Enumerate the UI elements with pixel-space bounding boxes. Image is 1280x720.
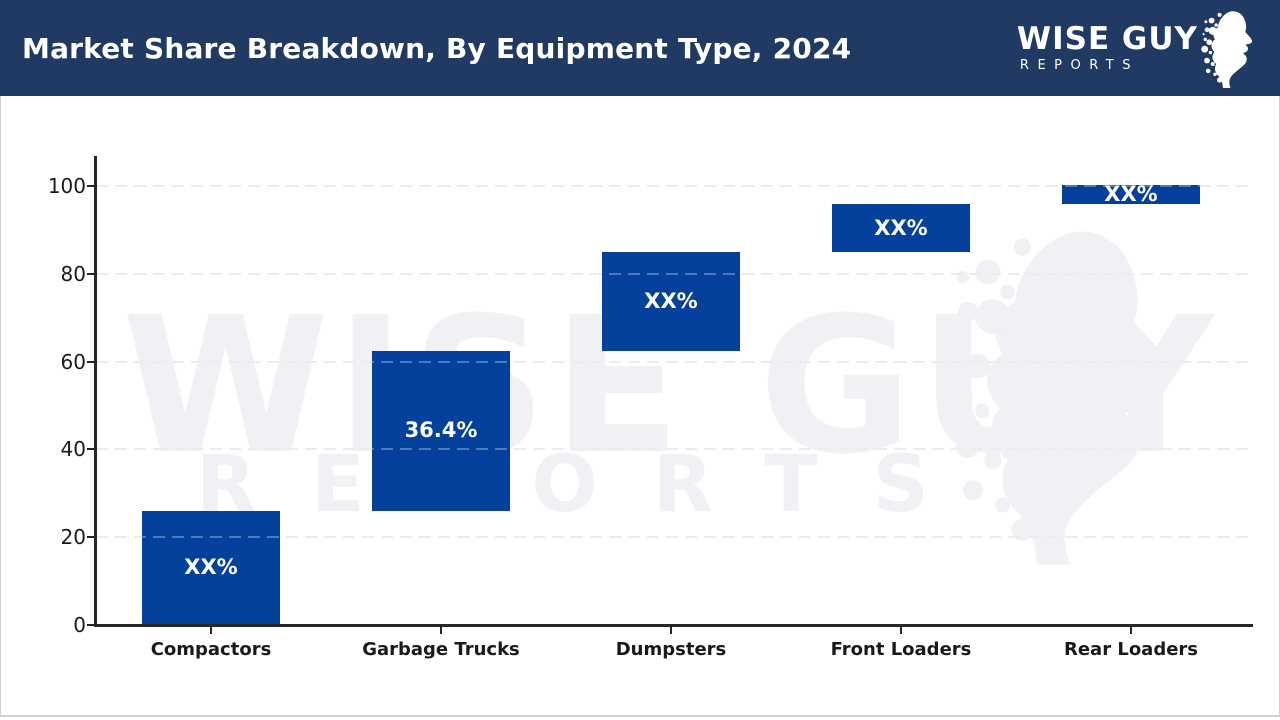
x-axis-category-label: Compactors <box>150 639 272 660</box>
x-axis-category-label: Garbage Trucks <box>362 639 520 660</box>
bar-value-label: XX% <box>1104 182 1158 207</box>
bar-front-loaders: XX% <box>832 204 970 252</box>
x-axis-tickmark <box>210 626 212 634</box>
x-axis-tickmark <box>900 626 902 634</box>
page-border-bottom <box>0 715 1280 717</box>
y-axis-tick-label: 60 <box>60 349 86 374</box>
bar-value-label: XX% <box>644 288 698 313</box>
gridline-overlay <box>96 360 1253 363</box>
gridline-overlay <box>96 448 1253 451</box>
bar-dumpsters: XX% <box>602 251 740 352</box>
bar-value-label: XX% <box>874 215 928 240</box>
logo-wiseguy-label: WISE GUY <box>1016 21 1198 57</box>
bar-garbage-trucks: 36.4% <box>372 351 510 511</box>
watermark-reports-text: REPORTS <box>196 440 984 530</box>
bar-rear-loaders: XX% <box>1062 182 1200 207</box>
gridline <box>96 536 1253 539</box>
y-axis-tickmark <box>87 272 96 275</box>
bar-compactors: XX% <box>142 510 280 625</box>
bar-value-label: XX% <box>184 555 238 580</box>
y-axis-tickmark <box>87 536 96 539</box>
gridline-overlay <box>96 185 1253 187</box>
wiseguy-logo-text: WISE GUY REPORTS <box>1016 21 1198 73</box>
x-axis-tickmark <box>440 626 442 634</box>
y-axis-tick-label: 80 <box>60 261 86 286</box>
watermark-head-logo <box>948 231 1164 565</box>
y-axis-tickmark <box>87 448 96 451</box>
logo-head-icon <box>1201 11 1253 88</box>
gridline <box>96 185 1253 187</box>
x-axis-line <box>94 624 1253 627</box>
x-axis-tickmark <box>670 626 672 634</box>
gridline <box>96 448 1253 451</box>
header: Market Share Breakdown, By Equipment Typ… <box>0 0 1280 96</box>
gridline-overlay <box>96 272 1253 275</box>
y-axis-tickmark <box>87 360 96 363</box>
y-axis-tick-label: 40 <box>60 437 86 462</box>
page-border-left <box>0 96 1 716</box>
y-axis-tickmark <box>87 624 96 626</box>
y-axis-tick-label: 0 <box>73 613 86 637</box>
x-axis-category-label: Dumpsters <box>615 639 727 660</box>
bar-value-label: 36.4% <box>404 418 478 443</box>
x-axis-category-label: Front Loaders <box>830 639 972 660</box>
logo-reports-label: REPORTS <box>1019 58 1140 73</box>
page-title: Market Share Breakdown, By Equipment Typ… <box>22 31 852 65</box>
y-axis-tick-label: 20 <box>60 525 86 550</box>
y-axis-tickmark <box>87 185 96 187</box>
x-axis-tickmark <box>1130 626 1132 634</box>
x-axis-category-label: Rear Loaders <box>1063 639 1199 660</box>
y-axis-tick-label: 100 <box>47 174 86 198</box>
gridline <box>96 360 1253 363</box>
y-axis-line <box>94 156 97 627</box>
gridline-overlay <box>96 536 1253 539</box>
wiseguy-logo: WISE GUY REPORTS <box>1017 8 1262 88</box>
